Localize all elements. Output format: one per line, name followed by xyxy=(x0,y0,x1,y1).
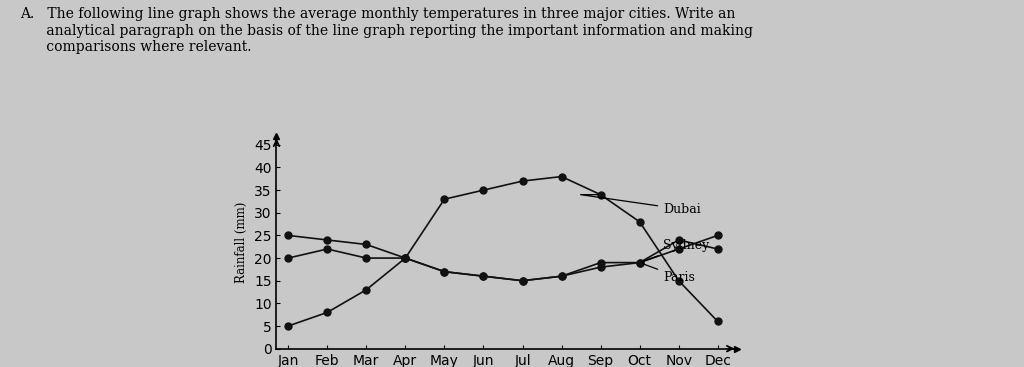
Text: Dubai: Dubai xyxy=(581,195,700,216)
Text: Paris: Paris xyxy=(642,264,695,284)
Text: Sydney: Sydney xyxy=(642,239,710,262)
Y-axis label: Rainfall (mm): Rainfall (mm) xyxy=(236,201,249,283)
Text: A.   The following line graph shows the average monthly temperatures in three ma: A. The following line graph shows the av… xyxy=(20,7,754,54)
